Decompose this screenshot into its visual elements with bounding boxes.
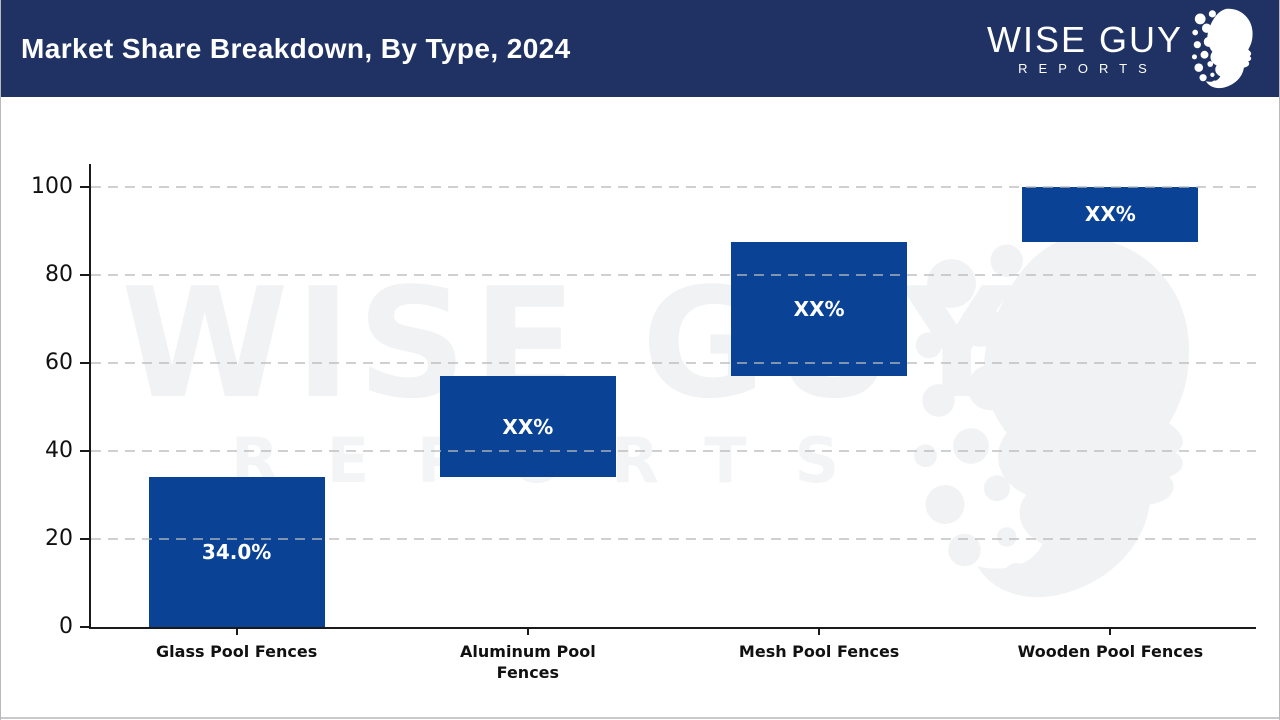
plot-area: 0 20 40 60 80 100 34.0% Glass Pool Fences XX% Alu… (31, 164, 1256, 682)
y-axis-tick-mark (80, 537, 89, 540)
gridline (91, 273, 1256, 276)
bar: XX% (439, 376, 616, 478)
y-axis-tick-mark (80, 626, 89, 628)
bar-value-label: XX% (793, 297, 845, 321)
bar: 34.0% (148, 477, 325, 627)
brand-name: WISE GUY (986, 18, 1183, 60)
y-axis-tick-label: 100 (31, 173, 73, 199)
bar-value-label: XX% (1084, 202, 1136, 227)
y-axis-tick-label: 80 (45, 261, 73, 287)
y-axis-tick-label: 20 (45, 525, 73, 551)
gridline (91, 537, 1256, 540)
x-category-label: Mesh Pool Fences (738, 642, 900, 661)
bar-value-label: 34.0% (201, 540, 272, 565)
y-axis-tick-mark (80, 361, 89, 364)
brand-logo-text: WISE GUY REPORTS (986, 18, 1183, 76)
y-axis-tick-mark (80, 185, 89, 188)
x-axis-tick-mark (526, 627, 529, 635)
bar: XX% (1022, 186, 1199, 242)
brand-logo: WISE GUY REPORTS (987, 6, 1265, 92)
y-axis-tick-mark (80, 273, 89, 276)
x-axis-tick-mark (1109, 627, 1112, 635)
brand-subname: REPORTS (1018, 60, 1158, 76)
page-title: Market Share Breakdown, By Type, 2024 (21, 32, 571, 64)
brand-head-icon (1191, 8, 1253, 88)
x-axis-tick-mark (818, 627, 821, 635)
y-axis-tick-label: 0 (59, 614, 73, 639)
x-category-label: Wooden Pool Fences (1017, 642, 1204, 661)
gridline (91, 361, 1256, 364)
x-category-label: Glass Pool Fences (156, 642, 318, 661)
header-bar: Market Share Breakdown, By Type, 2024 WI… (1, 0, 1279, 97)
x-axis-tick-mark (235, 627, 238, 635)
bottom-border-line (1, 717, 1279, 719)
bar-value-label: XX% (502, 414, 554, 439)
y-axis-tick-mark (80, 449, 89, 452)
x-category-label: Aluminum Pool Fences (460, 642, 596, 682)
watermark-head-icon (914, 237, 1189, 598)
y-axis-tick-label: 60 (45, 349, 73, 375)
bar: XX% (731, 241, 908, 377)
gridline (91, 449, 1256, 452)
gridline (91, 185, 1256, 188)
y-axis-tick-label: 40 (45, 437, 73, 463)
